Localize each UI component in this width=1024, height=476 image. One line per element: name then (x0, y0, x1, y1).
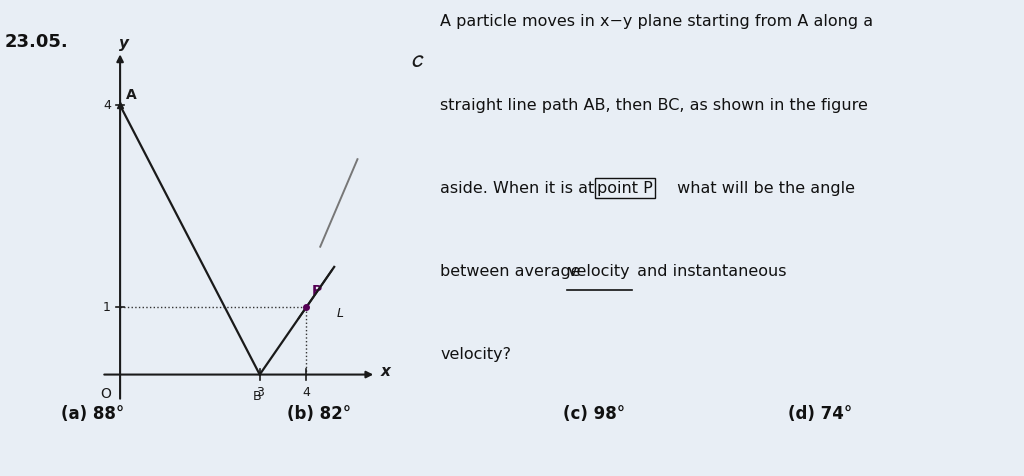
Text: $\mathcal{c}$: $\mathcal{c}$ (410, 48, 424, 71)
Text: x: x (381, 364, 390, 379)
Text: (d) 74°: (d) 74° (788, 405, 853, 423)
Text: between average: between average (440, 264, 586, 279)
Text: L: L (337, 307, 343, 320)
Text: B: B (253, 390, 261, 403)
Text: and instantaneous: and instantaneous (632, 264, 786, 279)
Text: point P: point P (597, 181, 652, 196)
Text: straight line path AB, then BC, as shown in the figure: straight line path AB, then BC, as shown… (440, 98, 868, 113)
Text: A particle moves in x−y plane starting from A along a: A particle moves in x−y plane starting f… (440, 14, 873, 30)
Text: 3: 3 (256, 386, 263, 399)
Text: aside. When it is at: aside. When it is at (440, 181, 600, 196)
Text: O: O (100, 387, 112, 401)
Text: what will be the angle: what will be the angle (672, 181, 855, 196)
Text: P: P (312, 284, 323, 298)
Text: 23.05.: 23.05. (5, 33, 69, 51)
Text: (c) 98°: (c) 98° (563, 405, 626, 423)
Text: y: y (119, 36, 129, 51)
Text: velocity: velocity (567, 264, 630, 279)
Text: (a) 88°: (a) 88° (61, 405, 125, 423)
Text: 4: 4 (103, 99, 111, 112)
Text: A: A (126, 88, 136, 102)
Text: (b) 82°: (b) 82° (287, 405, 351, 423)
Text: 1: 1 (103, 301, 111, 314)
Text: velocity?: velocity? (440, 347, 511, 363)
Text: 4: 4 (302, 386, 310, 399)
